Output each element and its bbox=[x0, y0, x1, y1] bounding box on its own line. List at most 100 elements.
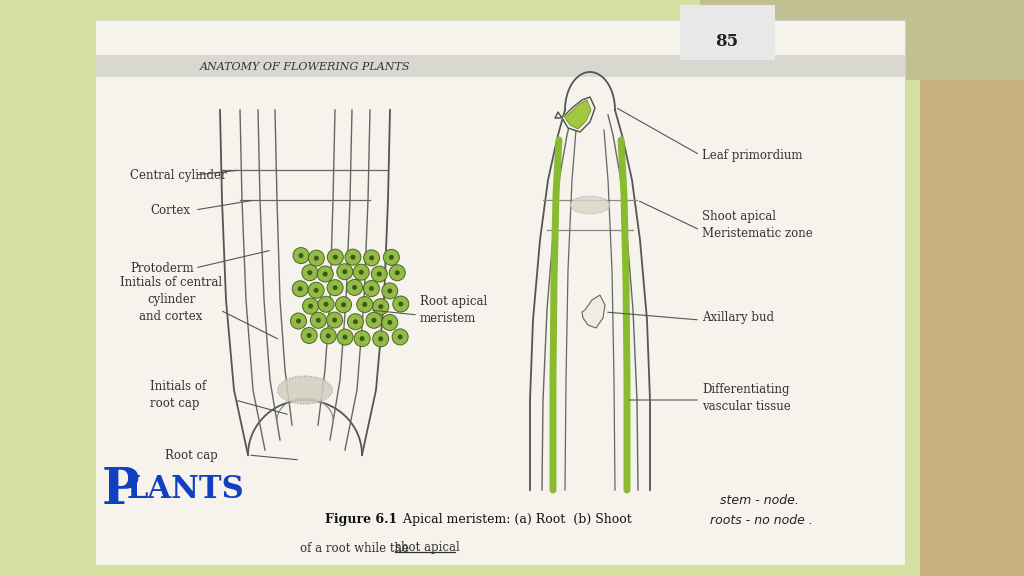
Text: Apical meristem: (a) Root  (b) Shoot: Apical meristem: (a) Root (b) Shoot bbox=[395, 513, 632, 526]
Circle shape bbox=[393, 296, 409, 312]
Circle shape bbox=[373, 299, 389, 314]
Circle shape bbox=[353, 319, 358, 324]
Text: roots - no node .: roots - no node . bbox=[710, 513, 813, 526]
Circle shape bbox=[346, 279, 362, 295]
Text: ANATOMY OF FLOWERING PLANTS: ANATOMY OF FLOWERING PLANTS bbox=[200, 62, 411, 72]
Circle shape bbox=[308, 304, 313, 309]
Circle shape bbox=[398, 301, 403, 306]
Circle shape bbox=[302, 265, 317, 281]
Circle shape bbox=[336, 297, 351, 313]
Circle shape bbox=[302, 298, 318, 314]
Circle shape bbox=[389, 255, 394, 260]
Circle shape bbox=[328, 249, 343, 265]
Circle shape bbox=[362, 302, 368, 307]
Circle shape bbox=[397, 335, 402, 339]
Circle shape bbox=[327, 280, 343, 295]
Circle shape bbox=[369, 286, 374, 291]
Text: Differentiating
vascular tissue: Differentiating vascular tissue bbox=[702, 383, 791, 413]
Circle shape bbox=[352, 285, 357, 290]
Text: Axillary bud: Axillary bud bbox=[702, 312, 774, 324]
Circle shape bbox=[364, 281, 380, 297]
Text: Central cylinder: Central cylinder bbox=[130, 169, 226, 181]
Circle shape bbox=[372, 318, 377, 323]
Text: Figure 6.1: Figure 6.1 bbox=[325, 513, 397, 526]
Text: Initials of
root cap: Initials of root cap bbox=[150, 380, 206, 410]
Circle shape bbox=[354, 331, 370, 347]
Circle shape bbox=[395, 270, 399, 275]
Bar bbox=[95, 55, 905, 77]
Circle shape bbox=[306, 333, 311, 338]
Circle shape bbox=[326, 334, 331, 338]
Circle shape bbox=[291, 313, 306, 329]
Bar bbox=[920, 0, 1024, 576]
Circle shape bbox=[389, 265, 406, 281]
Circle shape bbox=[323, 271, 328, 276]
Text: Root apical
meristem: Root apical meristem bbox=[420, 295, 487, 325]
Text: of a root while the: of a root while the bbox=[300, 541, 413, 555]
Circle shape bbox=[387, 289, 392, 293]
Circle shape bbox=[345, 249, 361, 265]
Circle shape bbox=[337, 329, 353, 345]
Bar bbox=[700, 0, 1024, 80]
Circle shape bbox=[382, 283, 397, 299]
Circle shape bbox=[342, 269, 347, 274]
Circle shape bbox=[383, 249, 399, 266]
Circle shape bbox=[333, 285, 338, 290]
Text: 85: 85 bbox=[716, 33, 738, 51]
Circle shape bbox=[392, 329, 409, 345]
Circle shape bbox=[377, 271, 382, 276]
Circle shape bbox=[321, 328, 336, 344]
Polygon shape bbox=[582, 295, 605, 328]
Circle shape bbox=[327, 312, 343, 328]
Circle shape bbox=[298, 286, 303, 291]
Circle shape bbox=[332, 317, 337, 323]
FancyBboxPatch shape bbox=[680, 5, 775, 60]
Ellipse shape bbox=[278, 376, 333, 404]
Circle shape bbox=[350, 255, 355, 260]
Circle shape bbox=[293, 248, 309, 264]
Circle shape bbox=[387, 320, 392, 325]
Circle shape bbox=[373, 331, 389, 347]
Circle shape bbox=[292, 281, 308, 297]
Text: stem - node.: stem - node. bbox=[720, 494, 799, 506]
Ellipse shape bbox=[570, 196, 610, 214]
Circle shape bbox=[382, 314, 397, 331]
Circle shape bbox=[372, 266, 387, 282]
Text: P: P bbox=[102, 465, 139, 514]
Circle shape bbox=[366, 312, 382, 328]
Circle shape bbox=[378, 304, 383, 309]
Circle shape bbox=[364, 250, 380, 266]
Circle shape bbox=[315, 318, 321, 323]
Circle shape bbox=[313, 256, 318, 261]
Text: Shoot apical
Meristematic zone: Shoot apical Meristematic zone bbox=[702, 210, 813, 240]
Circle shape bbox=[337, 264, 353, 280]
Circle shape bbox=[343, 335, 347, 340]
Circle shape bbox=[358, 270, 364, 275]
Circle shape bbox=[299, 253, 303, 258]
Circle shape bbox=[318, 296, 334, 312]
Circle shape bbox=[353, 264, 370, 280]
Polygon shape bbox=[563, 100, 591, 129]
Text: LANTS: LANTS bbox=[127, 475, 245, 506]
Circle shape bbox=[341, 302, 346, 307]
Circle shape bbox=[369, 255, 374, 260]
Polygon shape bbox=[555, 97, 595, 132]
Text: Root cap: Root cap bbox=[165, 449, 218, 461]
Circle shape bbox=[333, 255, 338, 260]
Circle shape bbox=[356, 297, 373, 312]
Circle shape bbox=[307, 270, 312, 275]
Circle shape bbox=[310, 312, 327, 328]
Circle shape bbox=[296, 319, 301, 324]
Text: Leaf primordium: Leaf primordium bbox=[702, 149, 803, 161]
Text: shot apical: shot apical bbox=[395, 541, 460, 555]
Circle shape bbox=[317, 266, 333, 282]
Circle shape bbox=[324, 302, 329, 307]
Circle shape bbox=[347, 314, 364, 329]
Circle shape bbox=[378, 336, 383, 342]
Circle shape bbox=[313, 288, 318, 293]
Circle shape bbox=[359, 336, 365, 341]
FancyBboxPatch shape bbox=[95, 20, 905, 565]
Circle shape bbox=[308, 282, 325, 298]
Circle shape bbox=[308, 250, 325, 266]
Circle shape bbox=[301, 327, 317, 343]
